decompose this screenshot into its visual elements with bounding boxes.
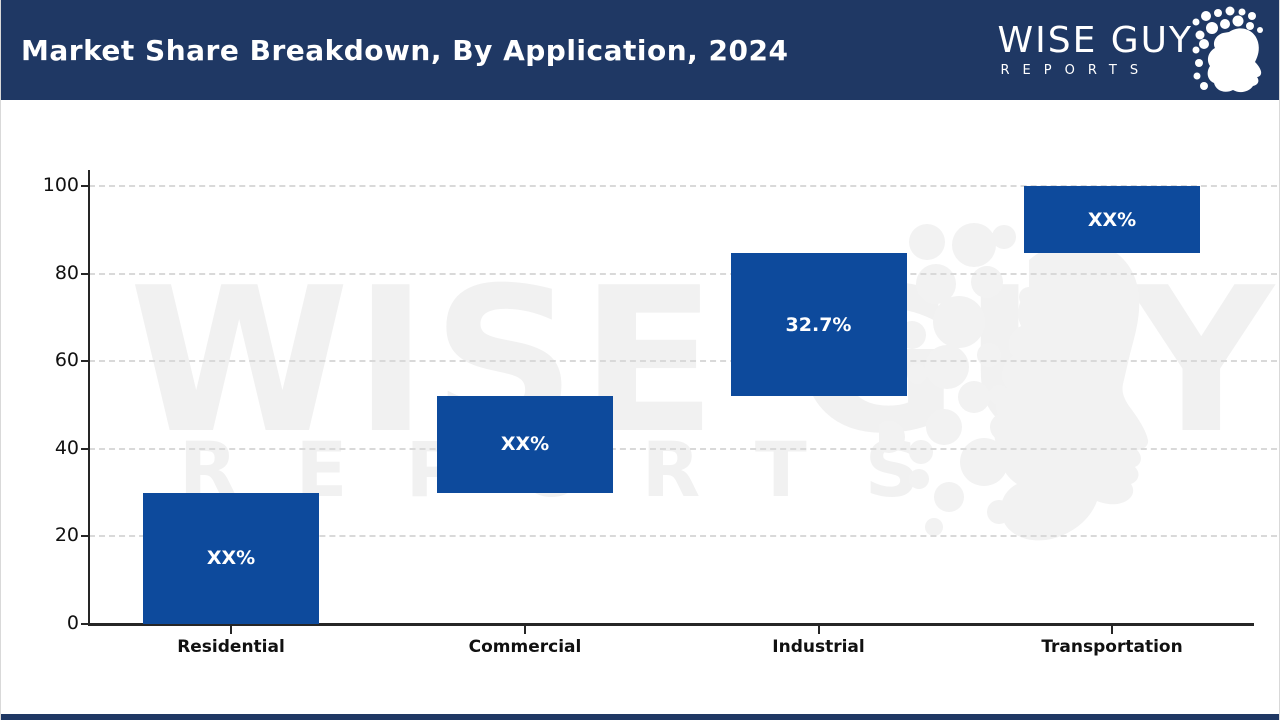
bar-residential: XX% — [143, 492, 319, 624]
bar-industrial: 32.7% — [730, 253, 907, 397]
x-tick-mark — [230, 626, 232, 634]
gridline — [89, 360, 1277, 363]
bar-value-label: 32.7% — [785, 313, 852, 336]
y-tick-label: 40 — [54, 436, 79, 459]
footer-strip — [1, 714, 1279, 720]
bar-transportation: XX% — [1024, 186, 1200, 253]
y-tick-mark — [81, 185, 89, 187]
y-tick-label: 0 — [66, 612, 79, 634]
gridline — [89, 447, 1277, 450]
y-tick-mark — [81, 447, 89, 450]
dotted-head-profile-watermark — [879, 223, 1149, 541]
y-tick-label: 20 — [54, 524, 79, 547]
y-tick-label: 100 — [42, 174, 79, 196]
bar-value-label: XX% — [500, 433, 550, 456]
brand-logo: WISE GUY REPORTS — [998, 6, 1268, 94]
x-axis-line — [88, 623, 1254, 626]
y-tick-label: 60 — [54, 349, 79, 372]
bar-value-label: XX% — [206, 547, 256, 570]
x-axis-label: Commercial — [468, 637, 582, 657]
logo-tagline: REPORTS — [1000, 63, 1152, 78]
x-tick-mark — [524, 626, 526, 634]
y-tick-mark — [81, 272, 89, 275]
bar-commercial: XX% — [437, 396, 613, 493]
y-tick-mark — [81, 623, 89, 625]
x-tick-mark — [1111, 626, 1113, 634]
y-axis-line — [88, 170, 90, 626]
x-axis-label: Industrial — [772, 637, 865, 657]
x-axis-label: Transportation — [1041, 637, 1183, 657]
gridline — [89, 272, 1277, 275]
logo-wordmark: WISE GUY — [997, 20, 1193, 61]
gridline — [89, 535, 1277, 538]
dotted-head-profile-icon — [1192, 6, 1263, 93]
gridline — [89, 185, 1277, 187]
y-tick-label: 80 — [54, 261, 79, 284]
page-title: Market Share Breakdown, By Application, … — [21, 33, 789, 67]
y-tick-mark — [81, 535, 89, 538]
x-tick-mark — [817, 626, 820, 634]
header: Market Share Breakdown, By Application, … — [1, 0, 1279, 100]
x-axis-label: Residential — [177, 637, 285, 657]
y-tick-mark — [81, 360, 89, 363]
bar-value-label: XX% — [1087, 208, 1137, 231]
